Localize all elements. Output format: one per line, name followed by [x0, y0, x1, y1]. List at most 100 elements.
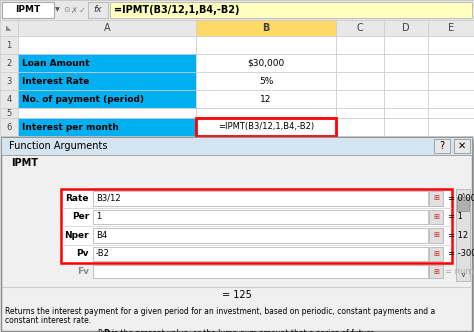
Text: Pv: Pv [76, 249, 89, 258]
Bar [18, 72, 196, 90]
Text: ⊞: ⊞ [433, 269, 439, 275]
Text: Rate: Rate [65, 194, 89, 203]
Bar [110, 2, 472, 18]
Bar [196, 108, 336, 118]
Bar [0, 108, 18, 118]
Text: D: D [402, 23, 410, 33]
Bar [434, 139, 450, 153]
Text: ⊞: ⊞ [433, 251, 439, 257]
Text: ✗: ✗ [71, 6, 78, 15]
Bar [336, 54, 384, 72]
Bar [429, 228, 443, 242]
Bar [336, 36, 384, 54]
Text: 1: 1 [96, 212, 101, 221]
Text: Fv: Fv [77, 268, 89, 277]
Bar [428, 20, 474, 36]
Bar [0, 36, 18, 54]
Bar [384, 72, 428, 90]
Text: $30,000: $30,000 [247, 58, 284, 67]
Bar [429, 265, 443, 278]
Bar [428, 108, 474, 118]
Text: fx: fx [94, 6, 102, 15]
Text: =IPMT(B3/12,1,B4,-B2): =IPMT(B3/12,1,B4,-B2) [114, 5, 239, 15]
Bar [93, 246, 428, 261]
Text: =IPMT(B3/12,1,B4,-B2): =IPMT(B3/12,1,B4,-B2) [218, 123, 314, 131]
Bar [336, 108, 384, 118]
Text: ◣: ◣ [6, 25, 12, 31]
Bar [196, 72, 336, 90]
Text: 12: 12 [260, 95, 272, 104]
Bar [196, 118, 336, 136]
Text: B: B [262, 23, 270, 33]
Text: C: C [356, 23, 364, 33]
Text: Loan Amount: Loan Amount [22, 58, 90, 67]
Text: Per: Per [72, 212, 89, 221]
Bar [93, 265, 428, 278]
Bar [384, 36, 428, 54]
Bar [0, 54, 18, 72]
Text: IPMT: IPMT [11, 158, 38, 168]
Bar [429, 209, 443, 224]
Text: 5%: 5% [259, 76, 273, 86]
Bar [196, 36, 336, 54]
Bar [196, 118, 336, 136]
Text: ⊞: ⊞ [433, 214, 439, 220]
Bar [429, 191, 443, 206]
Text: Returns the interest payment for a given period for an investment, based on peri: Returns the interest payment for a given… [5, 307, 435, 316]
Bar [93, 191, 428, 206]
Text: = number: = number [445, 268, 474, 277]
Bar [457, 197, 469, 211]
Bar [0, 90, 18, 108]
Text: E: E [448, 23, 454, 33]
Bar [2, 2, 54, 18]
Bar [0, 20, 18, 36]
Text: 1: 1 [6, 41, 12, 49]
Bar [18, 90, 196, 108]
Text: = -30000: = -30000 [448, 249, 474, 258]
Bar [384, 118, 428, 136]
Bar [18, 108, 196, 118]
Text: ?: ? [439, 141, 445, 151]
Bar [428, 118, 474, 136]
Text: ▼: ▼ [55, 8, 59, 13]
Bar [1, 137, 472, 331]
Text: = 12: = 12 [448, 231, 468, 240]
Bar [1, 137, 472, 155]
Bar [18, 54, 196, 72]
Text: 2: 2 [6, 58, 12, 67]
Text: 6: 6 [6, 123, 12, 131]
Text: ✕: ✕ [458, 141, 466, 151]
Text: ✓: ✓ [79, 6, 85, 15]
Text: 4: 4 [6, 95, 12, 104]
Text: constant interest rate.: constant interest rate. [5, 316, 91, 325]
Text: ⊞: ⊞ [433, 195, 439, 201]
Bar [88, 2, 108, 18]
Text: 5: 5 [6, 109, 12, 118]
Text: ∧: ∧ [460, 192, 465, 198]
Text: Pv  is the present value, or the lump-sum amount that a series of future: Pv is the present value, or the lump-sum… [98, 329, 375, 332]
Bar [428, 90, 474, 108]
Text: A: A [104, 23, 110, 33]
Text: No. of payment (period): No. of payment (period) [22, 95, 144, 104]
Bar [456, 189, 470, 281]
Text: ∨: ∨ [460, 272, 465, 278]
Bar [336, 118, 384, 136]
Bar [18, 118, 196, 136]
Bar [428, 72, 474, 90]
Bar [384, 20, 428, 36]
Text: Interest per month: Interest per month [22, 123, 119, 131]
Text: = 1: = 1 [448, 212, 463, 221]
Text: ⊙: ⊙ [63, 6, 69, 15]
Text: ⊞: ⊞ [433, 232, 439, 238]
Bar [428, 54, 474, 72]
Bar [196, 20, 336, 36]
Bar [93, 209, 428, 224]
Text: B4: B4 [96, 231, 107, 240]
Bar [384, 54, 428, 72]
Bar [0, 0, 474, 20]
Text: B3/12: B3/12 [96, 194, 120, 203]
Bar [61, 189, 452, 263]
Text: 3: 3 [6, 76, 12, 86]
Bar [429, 246, 443, 261]
Bar [0, 72, 18, 90]
